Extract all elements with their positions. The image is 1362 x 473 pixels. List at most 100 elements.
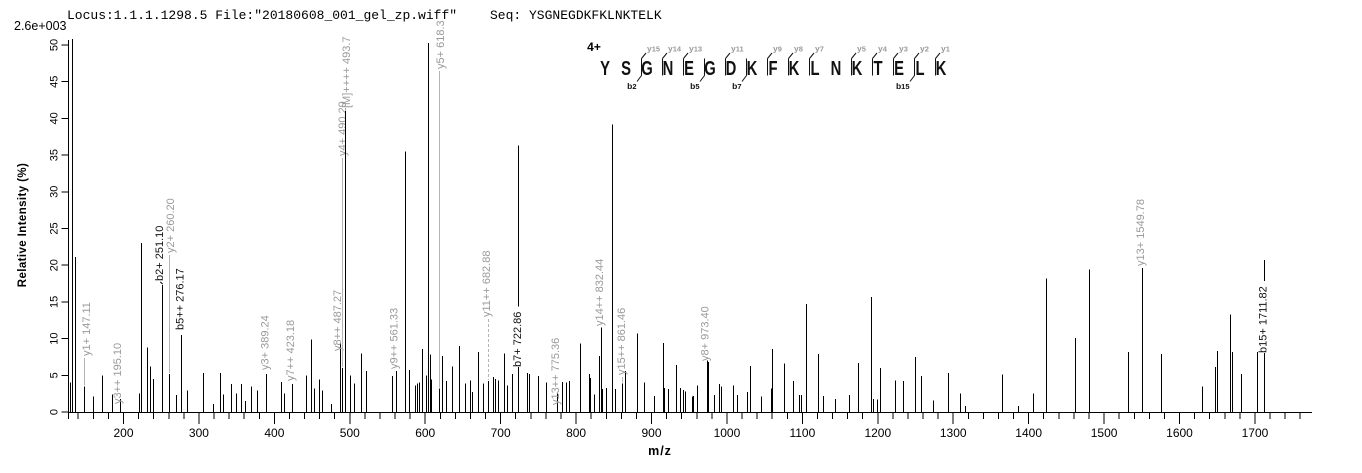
peak-label: y11++ 682.88 xyxy=(481,251,493,317)
b-ion-label: b7 xyxy=(732,81,741,91)
max-intensity-label: 2.6e+003 xyxy=(14,19,67,33)
peak-label: y13++ 775.36 xyxy=(550,338,562,405)
residue-letter: N xyxy=(663,57,674,80)
y-tick-label: 0 xyxy=(49,409,61,415)
residue-letter: L xyxy=(915,57,924,80)
residue-letter: E xyxy=(894,57,904,80)
y-ion-label: y15 xyxy=(647,44,660,54)
residue-letter: K xyxy=(789,57,800,80)
x-tick-label: 600 xyxy=(415,426,435,440)
residue-letter: N xyxy=(831,57,842,80)
peak-label: b5++ 276.17 xyxy=(175,268,187,330)
y-ion-label: y14 xyxy=(668,44,682,54)
y-ion-diagonal xyxy=(725,52,731,59)
peak-label: b7+ 722.86 xyxy=(512,312,524,367)
b-ion-label: b5 xyxy=(690,81,699,91)
y-ion-label: y9 xyxy=(773,44,782,54)
x-tick-label: 1300 xyxy=(940,426,967,440)
y-ion-diagonal xyxy=(788,52,794,59)
y-ion-label: y4 xyxy=(878,44,888,54)
x-tick-label: 200 xyxy=(113,426,133,440)
x-tick-label: 700 xyxy=(491,426,511,440)
locus-file-text: Locus:1.1.1.1298.5 File:"20180608_001_ge… xyxy=(67,8,458,23)
y-ion-diagonal xyxy=(893,52,899,59)
y-ion-label: y5 xyxy=(857,44,866,54)
labeled-peaks: y1+ 147.11 y3++ 195.10 b2+ 251.10 y2+ 260.2… xyxy=(81,20,1270,412)
peak-label: [M]++++ 493.7 xyxy=(341,36,353,108)
y-ion-diagonal xyxy=(809,52,815,59)
peak-label: b2+ 251.10 xyxy=(154,226,166,281)
residue-letter: L xyxy=(810,57,819,80)
peak-label: y8++ 487.27 xyxy=(332,290,344,351)
peak-label: y4+ 490.29 xyxy=(337,101,349,156)
y-ion-diagonal xyxy=(683,52,689,59)
y-tick-label: 35 xyxy=(49,149,61,161)
residue-letter: K xyxy=(747,57,758,80)
b-ion-label: b15 xyxy=(896,81,910,91)
residue-letter: G xyxy=(641,57,653,80)
b-ion-diagonal xyxy=(636,75,642,82)
peak-label: b15+ 1711.82 xyxy=(1258,286,1270,353)
x-tick-label: 800 xyxy=(566,426,586,440)
x-tick-label: 400 xyxy=(264,426,284,440)
peak-label: y13+ 1549.78 xyxy=(1135,199,1147,266)
residue-letter: D xyxy=(726,57,737,80)
residue-letter: K xyxy=(852,57,863,80)
y-tick-label: 5 xyxy=(49,372,61,378)
b-ion-diagonal xyxy=(909,75,915,82)
y-tick-label: 20 xyxy=(49,259,61,271)
residue-letter: F xyxy=(768,57,777,80)
residue-letter: G xyxy=(704,57,716,80)
residue-letter: E xyxy=(684,57,694,80)
peak-label: y8+ 973.40 xyxy=(700,306,712,361)
x-tick-label: 1700 xyxy=(1242,426,1269,440)
peak-label: y7++ 423.18 xyxy=(285,320,297,381)
y-tick-label: 25 xyxy=(49,222,61,234)
y-ion-label: y13 xyxy=(689,44,702,54)
y-tick-label: 10 xyxy=(49,332,61,344)
x-tick-label: 900 xyxy=(641,426,661,440)
y-tick-label: 40 xyxy=(49,112,61,124)
y-ion-label: y11 xyxy=(731,44,744,54)
y-ion-diagonal xyxy=(662,52,668,59)
x-tick-label: 1000 xyxy=(714,426,741,440)
y-ion-diagonal xyxy=(935,52,941,59)
y-ion-diagonal xyxy=(851,52,857,59)
y-ion-diagonal xyxy=(767,52,773,59)
residue-letter: Y xyxy=(600,57,610,80)
label-leader-line xyxy=(160,281,163,285)
peak-label: y3++ 195.10 xyxy=(112,343,124,404)
peak-label: y5+ 618.3 xyxy=(435,20,447,69)
peak-label: y15++ 861.46 xyxy=(616,308,628,375)
residue-letter: K xyxy=(936,57,947,80)
residue-letter: T xyxy=(873,57,882,80)
peak-label: y3+ 389.24 xyxy=(260,315,272,370)
y-ion-label: y8 xyxy=(794,44,803,54)
peaks xyxy=(70,39,1258,412)
y-ion-diagonal xyxy=(641,52,647,59)
x-tick-label: 1200 xyxy=(864,426,891,440)
b-ion-diagonal xyxy=(741,75,747,82)
label-backdrop xyxy=(512,306,524,367)
y-ion-label: y3 xyxy=(899,44,908,54)
y-tick-label: 50 xyxy=(49,39,61,51)
b-ion-diagonal xyxy=(699,75,705,82)
y-tick-label: 45 xyxy=(49,76,61,88)
y-ion-label: y2 xyxy=(920,44,929,54)
x-axis-title: m/z xyxy=(648,444,672,458)
x-tick-label: 1500 xyxy=(1091,426,1118,440)
x-tick-label: 1600 xyxy=(1166,426,1193,440)
x-tick-label: 1100 xyxy=(789,426,815,440)
peak-label: y2+ 260.20 xyxy=(165,198,177,253)
label-backdrop xyxy=(1258,281,1270,353)
header-line: Locus:1.1.1.1298.5 File:"20180608_001_ge… xyxy=(0,8,1362,24)
precursor-charge: 4+ xyxy=(587,40,601,54)
x-tick-label: 300 xyxy=(189,426,209,440)
x-tick-label: 1400 xyxy=(1015,426,1042,440)
peak-label: y9++ 561.33 xyxy=(389,308,401,369)
b-ion-label: b2 xyxy=(627,81,636,91)
y-ion-diagonal xyxy=(872,52,878,59)
